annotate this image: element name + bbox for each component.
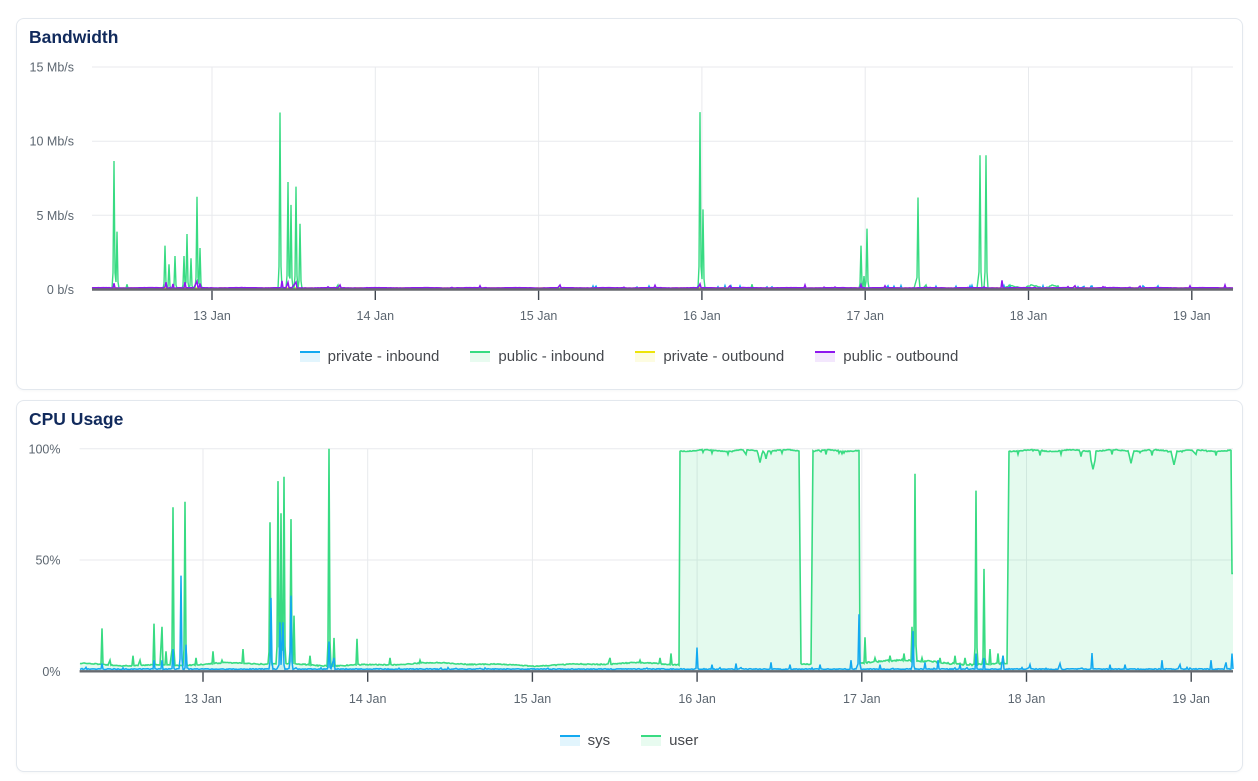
svg-text:0%: 0% [42, 665, 60, 679]
svg-text:15 Jan: 15 Jan [520, 309, 558, 323]
svg-text:16 Jan: 16 Jan [678, 692, 716, 706]
svg-text:16 Jan: 16 Jan [683, 309, 721, 323]
svg-text:17 Jan: 17 Jan [846, 309, 884, 323]
svg-text:13 Jan: 13 Jan [193, 309, 231, 323]
svg-text:50%: 50% [35, 554, 60, 568]
svg-text:18 Jan: 18 Jan [1008, 692, 1046, 706]
svg-text:15 Jan: 15 Jan [514, 692, 552, 706]
svg-text:13 Jan: 13 Jan [184, 692, 222, 706]
svg-text:0 b/s: 0 b/s [47, 283, 74, 297]
svg-text:5 Mb/s: 5 Mb/s [36, 209, 74, 223]
svg-text:18 Jan: 18 Jan [1010, 309, 1048, 323]
svg-text:14 Jan: 14 Jan [349, 692, 387, 706]
svg-text:19 Jan: 19 Jan [1172, 692, 1210, 706]
svg-text:19 Jan: 19 Jan [1173, 309, 1211, 323]
svg-text:100%: 100% [29, 442, 61, 456]
svg-text:14 Jan: 14 Jan [357, 309, 395, 323]
svg-text:10 Mb/s: 10 Mb/s [30, 135, 74, 149]
svg-text:17 Jan: 17 Jan [843, 692, 881, 706]
svg-text:15 Mb/s: 15 Mb/s [30, 61, 74, 75]
